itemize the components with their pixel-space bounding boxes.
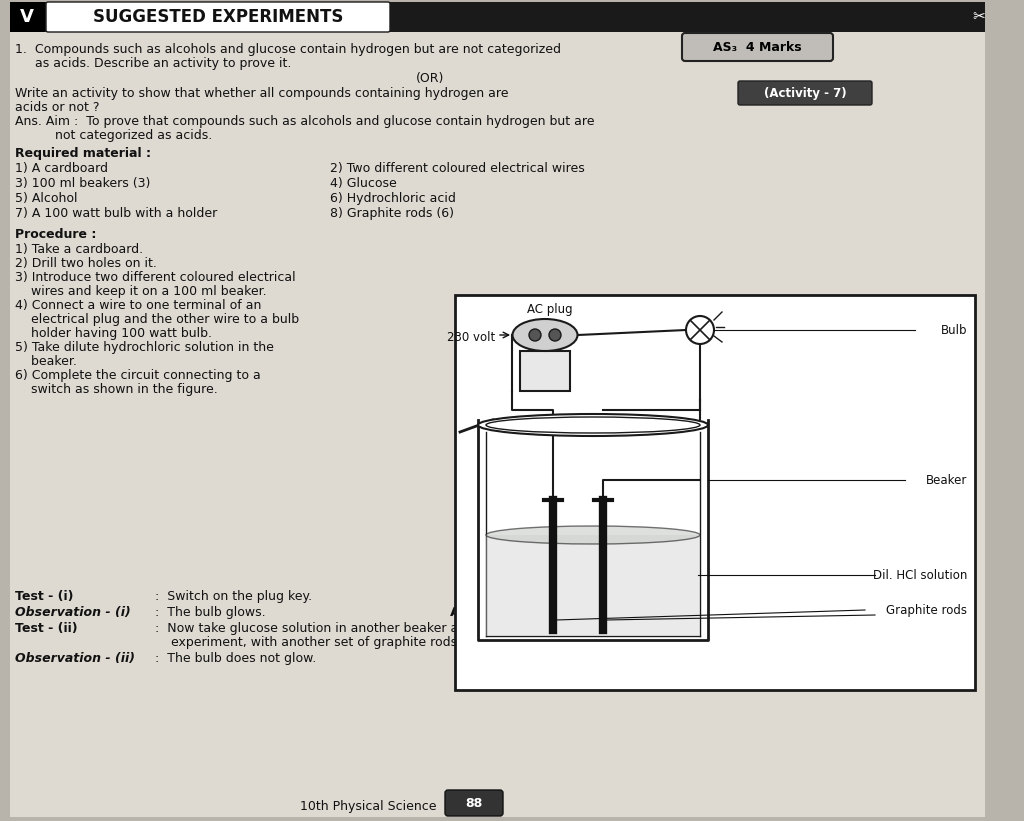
Text: as acids. Describe an activity to prove it.: as acids. Describe an activity to prove … [15,57,292,70]
Text: 4) Connect a wire to one terminal of an: 4) Connect a wire to one terminal of an [15,299,261,312]
Text: 5) Take dilute hydrochloric solution in the: 5) Take dilute hydrochloric solution in … [15,341,273,354]
Text: Test - (i): Test - (i) [15,590,74,603]
Circle shape [549,329,561,341]
Text: 6) Complete the circuit connecting to a: 6) Complete the circuit connecting to a [15,369,261,382]
Text: V: V [20,8,34,26]
Bar [10,2,45,32]
Ellipse shape [486,417,700,433]
Text: 1) A cardboard: 1) A cardboard [15,162,108,175]
Text: Observation - (i): Observation - (i) [15,606,131,619]
Text: holder having 100 watt bulb.: holder having 100 watt bulb. [15,327,212,340]
Circle shape [529,329,541,341]
Text: not categorized as acids.: not categorized as acids. [15,129,212,142]
Text: :  The bulb does not glow.: : The bulb does not glow. [155,652,316,665]
Text: 88: 88 [465,796,482,810]
Bar [520,351,570,391]
Text: 3) 100 ml beakers (3): 3) 100 ml beakers (3) [15,177,151,190]
Text: 2) Two different coloured electrical wires: 2) Two different coloured electrical wir… [330,162,585,175]
Text: 4) Glucose: 4) Glucose [330,177,396,190]
Text: AC plug: AC plug [527,303,572,316]
FancyBboxPatch shape [46,2,390,32]
Text: (OR): (OR) [416,72,444,85]
Text: SUGGESTED EXPERIMENTS: SUGGESTED EXPERIMENTS [93,8,343,26]
Text: (Activity - 7): (Activity - 7) [764,86,846,99]
Text: 5) Alcohol: 5) Alcohol [15,192,78,205]
Bar [478,420,708,640]
Text: wires and keep it on a 100 ml beaker.: wires and keep it on a 100 ml beaker. [15,285,266,298]
Text: :  Switch on the plug key.: : Switch on the plug key. [155,590,312,603]
Text: switch as shown in the figure.: switch as shown in the figure. [15,383,218,396]
Text: Dil. HCl solution: Dil. HCl solution [872,568,967,581]
Ellipse shape [486,526,700,544]
Text: Bulb: Bulb [940,323,967,337]
Bar [486,535,700,636]
Text: ✂: ✂ [972,10,985,25]
Text: 6) Hydrochloric acid: 6) Hydrochloric acid [330,192,456,205]
Text: 7) A 100 watt bulb with a holder: 7) A 100 watt bulb with a holder [15,207,217,220]
Text: 230 volt: 230 volt [446,331,495,343]
Text: experiment, with another set of graphite rods.: experiment, with another set of graphite… [155,636,461,649]
Ellipse shape [512,319,578,351]
Text: acids or not ?: acids or not ? [15,101,99,114]
Bar [10,2,985,32]
FancyBboxPatch shape [738,81,872,105]
Text: :  Now take glucose solution in another beaker and do the same: : Now take glucose solution in another b… [155,622,556,635]
Text: Procedure :: Procedure : [15,228,96,241]
Text: beaker.: beaker. [15,355,77,368]
Text: :  The bulb glows.: : The bulb glows. [155,606,265,619]
Text: Test - (ii): Test - (ii) [15,622,78,635]
Text: 2) Drill two holes on it.: 2) Drill two holes on it. [15,257,157,270]
FancyBboxPatch shape [682,33,833,61]
Text: Beaker: Beaker [926,474,967,487]
Text: 3) Introduce two different coloured electrical: 3) Introduce two different coloured elec… [15,271,296,284]
Text: Graphite rods: Graphite rods [886,603,967,617]
Text: 10th Physical Science: 10th Physical Science [300,800,436,813]
Text: Required material :: Required material : [15,147,151,160]
Text: Observation - (ii): Observation - (ii) [15,652,135,665]
Ellipse shape [478,414,708,436]
Text: 8) Graphite rods (6): 8) Graphite rods (6) [330,207,454,220]
Bar [455,295,975,690]
Text: electrical plug and the other wire to a bulb: electrical plug and the other wire to a … [15,313,299,326]
Text: Ans. Aim :  To prove that compounds such as alcohols and glucose contain hydroge: Ans. Aim : To prove that compounds such … [15,115,595,128]
Circle shape [686,316,714,344]
Text: Write an activity to show that whether all compounds containing hydrogen are: Write an activity to show that whether a… [15,87,509,100]
Text: 1) Take a cardboard.: 1) Take a cardboard. [15,243,143,256]
Text: 1.  Compounds such as alcohols and glucose contain hydrogen but are not categori: 1. Compounds such as alcohols and glucos… [15,43,561,56]
FancyBboxPatch shape [445,790,503,816]
Text: Acid solution in water conducts electricity: Acid solution in water conducts electric… [450,606,766,619]
Text: AS₃  4 Marks: AS₃ 4 Marks [713,40,802,53]
